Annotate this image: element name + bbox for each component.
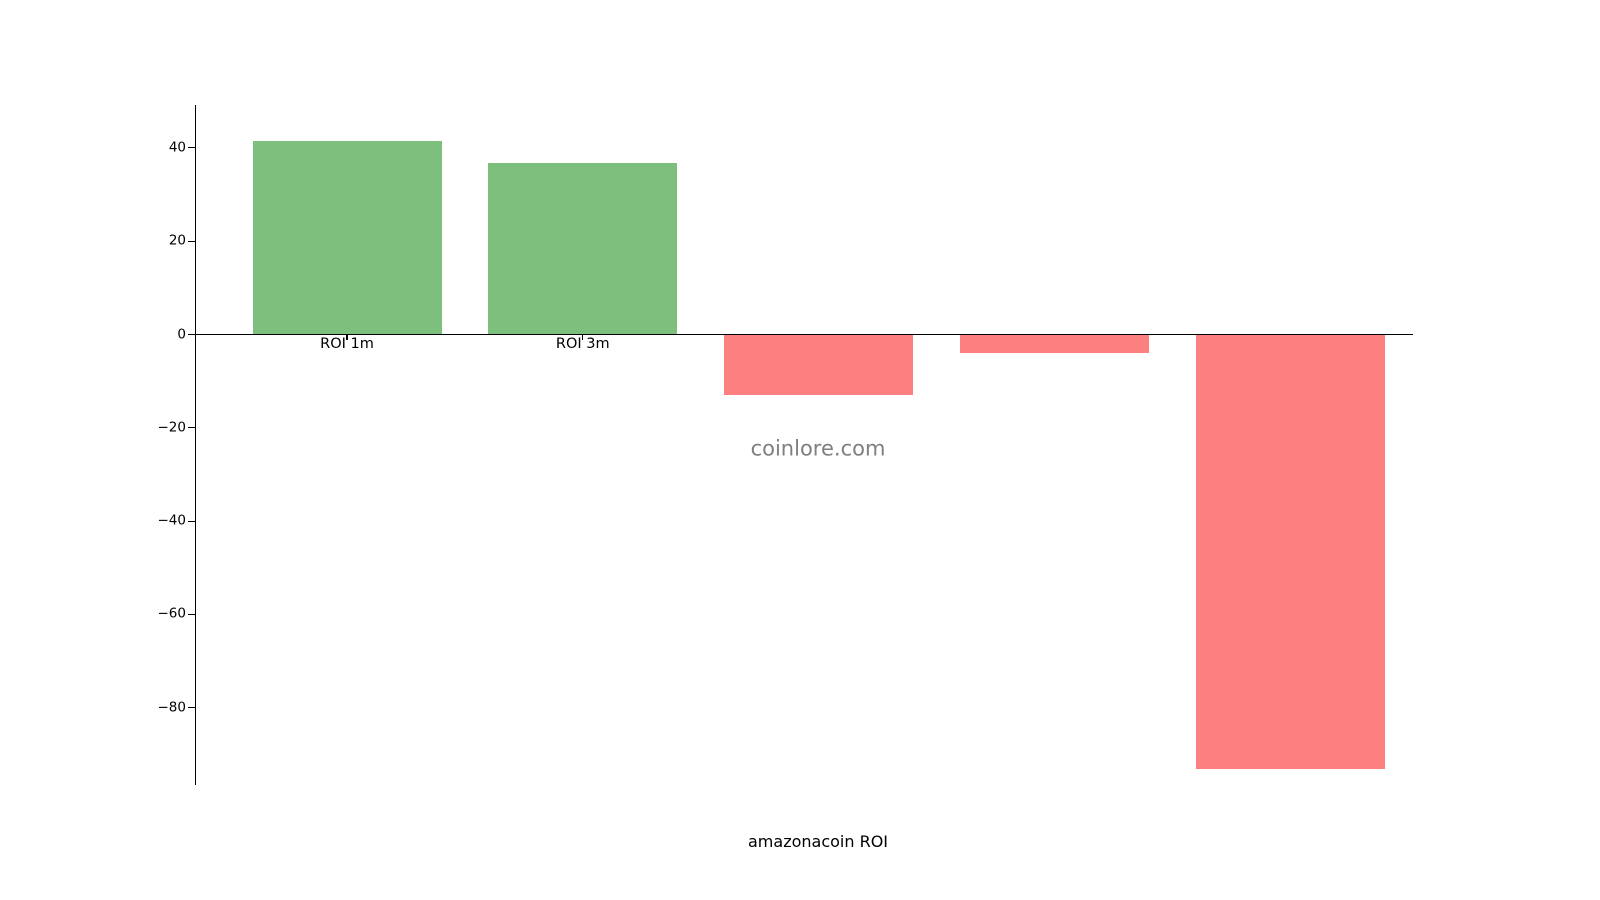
y-tick-mark xyxy=(188,147,196,149)
x-tick-label: ROI 1m xyxy=(320,336,374,352)
y-tick-label: 40 xyxy=(168,139,186,156)
y-tick-mark xyxy=(188,240,196,242)
bar-5 xyxy=(1195,334,1385,769)
bar-3 xyxy=(724,334,913,396)
y-tick-mark xyxy=(188,333,196,336)
bar-4 xyxy=(959,334,1149,354)
y-tick-label: 20 xyxy=(168,232,186,249)
y-tick-label: −60 xyxy=(157,605,187,622)
y-tick-mark xyxy=(188,520,196,522)
y-tick-label: −20 xyxy=(157,419,187,436)
y-tick-label: 0 xyxy=(177,325,186,342)
y-tick-mark xyxy=(188,613,196,615)
y-axis-line xyxy=(194,104,196,786)
y-tick-mark xyxy=(188,427,196,429)
x-tick-mark xyxy=(582,334,584,340)
bar-2 xyxy=(488,162,678,335)
bar-1 xyxy=(252,140,442,335)
watermark: coinlore.com xyxy=(750,436,886,461)
x-tick-label: ROI 3m xyxy=(555,336,610,352)
y-tick-mark xyxy=(188,707,196,709)
x-tick-mark xyxy=(346,334,348,340)
x-axis-line xyxy=(196,333,1413,336)
y-tick-label: −80 xyxy=(157,698,187,715)
y-tick-label: −40 xyxy=(157,512,187,529)
x-axis-title: amazonacoin ROI xyxy=(747,832,889,851)
